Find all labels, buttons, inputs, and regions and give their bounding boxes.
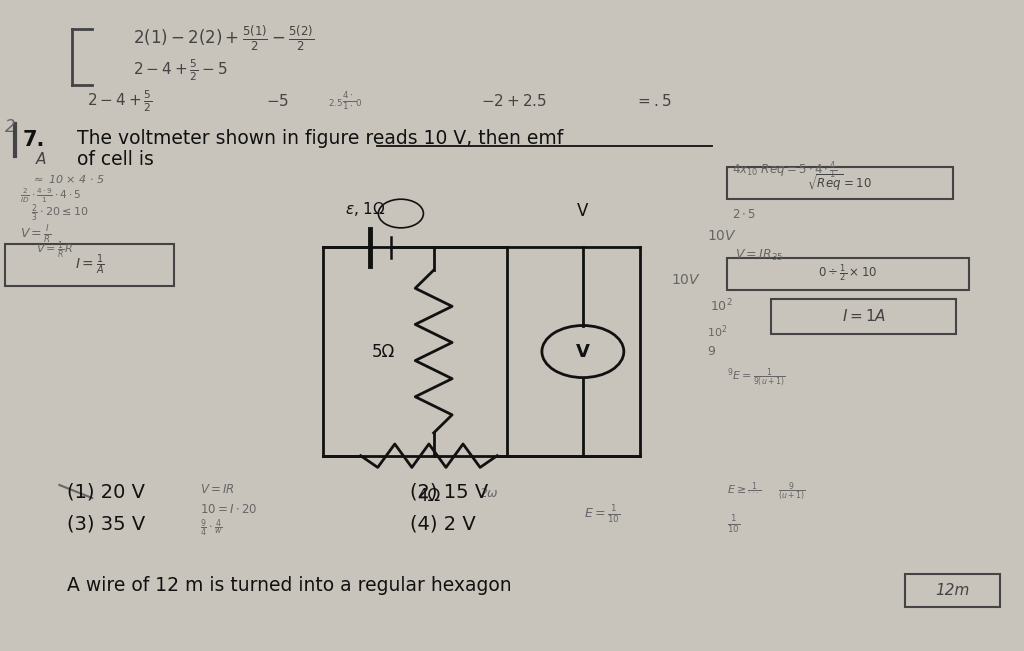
Text: $\frac{9}{(u+1)}$: $\frac{9}{(u+1)}$ bbox=[778, 480, 806, 503]
Text: $0 \div \frac{1}{2} \times 10$: $0 \div \frac{1}{2} \times 10$ bbox=[818, 262, 878, 284]
Circle shape bbox=[542, 326, 624, 378]
Text: $- 5$: $- 5$ bbox=[266, 93, 290, 109]
Text: $= .5$: $= .5$ bbox=[635, 93, 672, 109]
Text: $I = 1A$: $I = 1A$ bbox=[842, 309, 887, 324]
Text: 2: 2 bbox=[5, 118, 15, 136]
Text: $E = \frac{1}{10}$: $E = \frac{1}{10}$ bbox=[584, 503, 621, 525]
Text: The voltmeter shown in figure reads 10 V, then emf: The voltmeter shown in figure reads 10 V… bbox=[77, 129, 563, 148]
Text: $10V$: $10V$ bbox=[671, 273, 700, 287]
Text: 12m: 12m bbox=[935, 583, 970, 598]
Text: $\approx$ 10 $\times$ 4 $\cdot$ 5: $\approx$ 10 $\times$ 4 $\cdot$ 5 bbox=[31, 173, 104, 185]
Text: $4x_{10}$ $Req = 5 \cdot 4 \cdot \frac{4}{1}$: $4x_{10}$ $Req = 5 \cdot 4 \cdot \frac{4… bbox=[732, 159, 838, 182]
Text: of cell is: of cell is bbox=[77, 150, 154, 169]
Text: 7.: 7. bbox=[23, 130, 45, 150]
Text: $^9E = \frac{1}{9(u+1)}$: $^9E = \frac{1}{9(u+1)}$ bbox=[727, 367, 785, 389]
Text: $10V$: $10V$ bbox=[707, 229, 736, 243]
Text: $\frac{1}{10}$: $\frac{1}{10}$ bbox=[727, 513, 740, 535]
Text: 2ω: 2ω bbox=[480, 487, 499, 500]
Text: $2 \cdot 5$: $2 \cdot 5$ bbox=[732, 208, 757, 221]
Text: $2 - 4 + \frac{5}{2}$: $2 - 4 + \frac{5}{2}$ bbox=[87, 88, 153, 114]
Text: $V = IR$: $V = IR$ bbox=[200, 483, 234, 496]
Text: $10 = I \cdot 20$: $10 = I \cdot 20$ bbox=[200, 503, 257, 516]
Text: 4Ω: 4Ω bbox=[417, 487, 440, 505]
Text: $I = \frac{1}{A}$: $I = \frac{1}{A}$ bbox=[75, 253, 105, 277]
Text: $\frac{2}{3} \cdot 20 \leq 10$: $\frac{2}{3} \cdot 20 \leq 10$ bbox=[31, 203, 88, 224]
Text: $\frac{2}{ID} \cdot \frac{4 \cdot 9}{1} \cdot 4 \cdot 5$: $\frac{2}{ID} \cdot \frac{4 \cdot 9}{1} … bbox=[20, 186, 82, 204]
Text: $\sqrt{Req} = 10$: $\sqrt{Req} = 10$ bbox=[807, 172, 872, 193]
Text: $E \geq \frac{1}{...}$: $E \geq \frac{1}{...}$ bbox=[727, 481, 762, 498]
Text: $9$: $9$ bbox=[707, 345, 716, 358]
Text: $\varepsilon$, 1Ω: $\varepsilon$, 1Ω bbox=[345, 200, 385, 218]
Text: $\frac{9}{4} \cdot \frac{4}{w}$: $\frac{9}{4} \cdot \frac{4}{w}$ bbox=[200, 518, 222, 539]
Text: $V = IR_{35}$: $V = IR_{35}$ bbox=[735, 247, 784, 263]
Text: (4) 2 V: (4) 2 V bbox=[410, 514, 475, 534]
Text: 5Ω: 5Ω bbox=[372, 342, 395, 361]
Text: A wire of 12 m is turned into a regular hexagon: A wire of 12 m is turned into a regular … bbox=[67, 576, 511, 596]
Text: $2 - 4 + \frac{5}{2} - 5$: $2 - 4 + \frac{5}{2} - 5$ bbox=[133, 57, 227, 83]
Text: $-2 + 2.5$: $-2 + 2.5$ bbox=[481, 93, 548, 109]
Text: $10^2$: $10^2$ bbox=[710, 298, 732, 314]
Text: V: V bbox=[578, 202, 589, 220]
Text: $_{2.5}\frac{4\cdot}{1\cdot}{}_{0}$: $_{2.5}\frac{4\cdot}{1\cdot}{}_{0}$ bbox=[328, 90, 362, 112]
Text: $2(1) - 2(2) + \frac{5(1)}{2} - \frac{5(2)}{2}$: $2(1) - 2(2) + \frac{5(1)}{2} - \frac{5(… bbox=[133, 23, 314, 53]
Text: $10^2$: $10^2$ bbox=[707, 324, 727, 340]
Text: A: A bbox=[36, 152, 46, 167]
Text: $V = \frac{1}{R} R$: $V = \frac{1}{R} R$ bbox=[36, 240, 73, 261]
Text: (3) 35 V: (3) 35 V bbox=[67, 514, 144, 534]
Text: (2) 15 V: (2) 15 V bbox=[410, 482, 487, 501]
Text: $V = \frac{I}{R}$: $V = \frac{I}{R}$ bbox=[20, 223, 52, 245]
Text: V: V bbox=[575, 342, 590, 361]
Text: (1) 20 V: (1) 20 V bbox=[67, 482, 144, 501]
